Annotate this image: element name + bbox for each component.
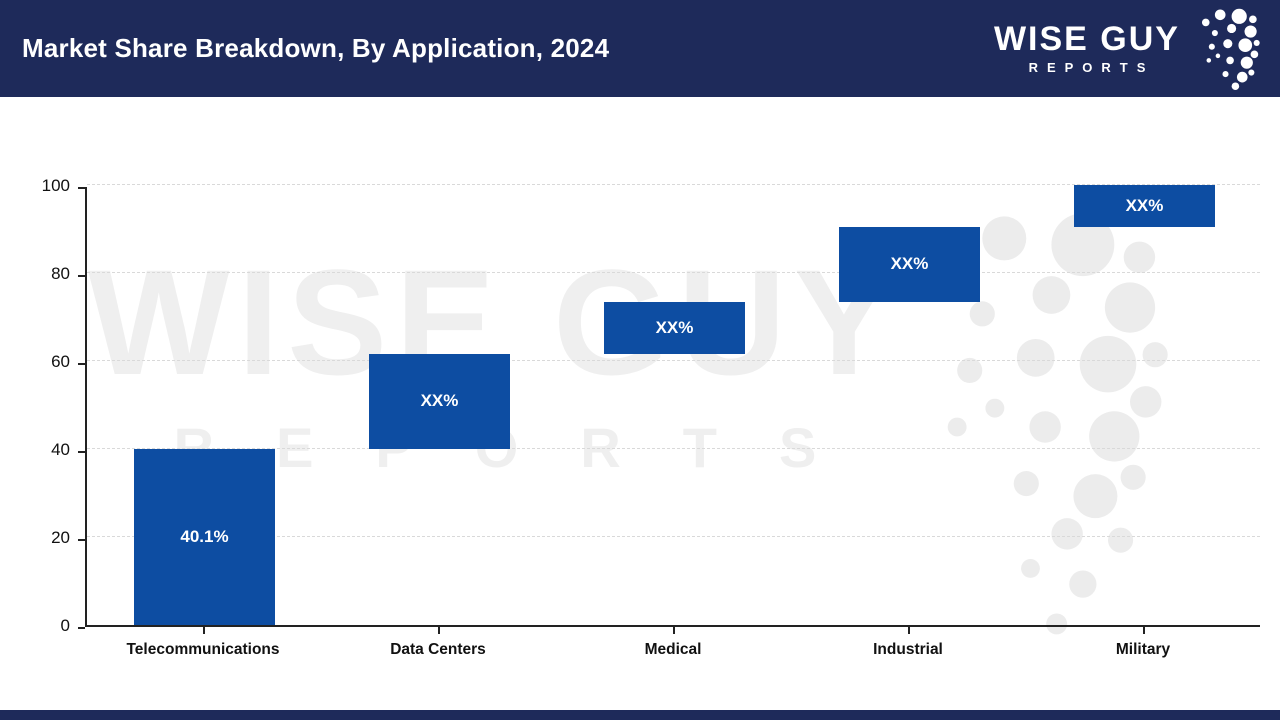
x-tick-mark [438,627,440,634]
y-tick-mark [78,451,85,453]
x-axis-label: Industrial [873,641,943,658]
bar-value-label: 40.1% [180,526,229,546]
gridline [87,448,1260,449]
x-axis-label: Telecommunications [126,641,280,658]
footer-bar [0,710,1280,720]
x-axis-label: Data Centers [390,641,486,658]
bar-value-label: XX% [655,318,694,337]
gridline [87,184,1260,185]
bar-value-label: XX% [420,391,459,411]
bar-medical: XX% [604,301,745,355]
y-tick-label: 20 [51,528,70,547]
gridline [87,536,1260,537]
page-title: Market Share Breakdown, By Application, … [22,33,610,63]
y-tick-label: 40 [51,440,70,459]
y-tick-mark [78,539,85,541]
logo-title: WISE GUY [993,19,1180,58]
x-tick-mark [1143,627,1145,634]
y-tick-mark [78,275,85,277]
wiseguy-logo: WISE GUY REPORTS [994,6,1262,92]
bar-military: XX% [1074,185,1215,227]
logo-text: WISE GUY REPORTS [993,19,1180,76]
y-tick-label: 100 [41,176,70,195]
bar-data-centers: XX% [369,354,510,449]
y-tick-label: 60 [51,352,70,371]
y-tick-label: 0 [60,616,70,635]
y-tick-label: 80 [51,264,70,283]
y-tick-mark [78,627,85,629]
gridline [87,360,1260,361]
x-tick-mark [673,627,675,634]
chart-container: WISE GUY REPORTS 40.1% XX% XX% XX% XX% 0 20 40… [0,97,1280,710]
x-axis-label: Medical [644,641,702,658]
bar-telecommunications: 40.1% [134,448,275,625]
y-tick-mark [78,187,85,189]
x-tick-mark [203,627,205,634]
bar-value-label: XX% [1125,195,1164,215]
wiseguy-head-icon [1201,8,1260,90]
plot-area: 40.1% XX% XX% XX% XX% [85,184,1260,627]
header: Market Share Breakdown, By Application, … [0,0,1280,97]
logo-subtitle: REPORTS [1028,60,1155,76]
gridline [87,272,1260,273]
bar-industrial: XX% [839,226,980,302]
x-tick-mark [908,627,910,634]
bar-value-label: XX% [890,254,929,274]
y-tick-mark [78,363,85,365]
x-axis-label: Military [1115,641,1171,658]
